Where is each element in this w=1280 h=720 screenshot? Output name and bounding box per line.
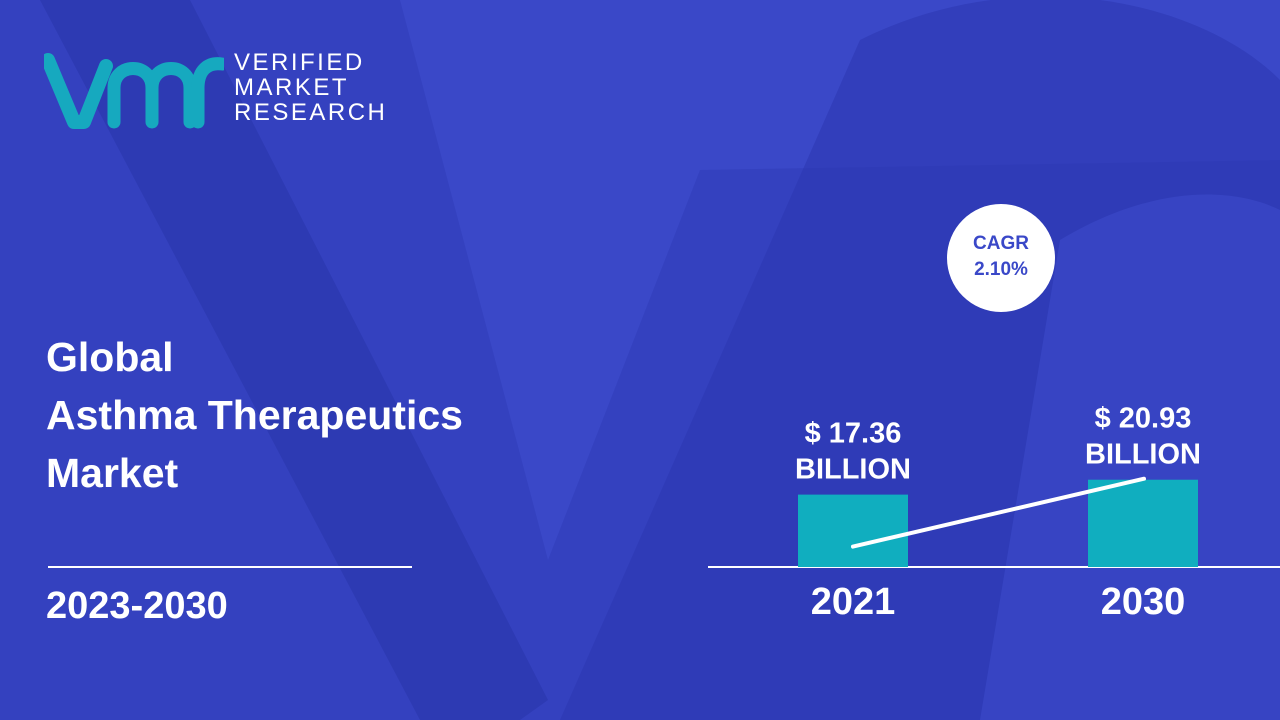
data-label-2021-line-2: BILLION (795, 454, 911, 486)
cagr-value: 2.10% (974, 259, 1028, 280)
title-divider (48, 566, 412, 568)
title-line-1: Global (46, 334, 174, 380)
brand-logo: VERIFIED MARKET RESEARCH (44, 48, 404, 132)
data-label-2030-line-1: $ 20.93 (1095, 403, 1192, 435)
cagr-title: CAGR (973, 233, 1029, 254)
page-title: Global Asthma Therapeutics Market (46, 328, 463, 502)
x-tick-label-2021: 2021 (811, 581, 896, 623)
data-label-2021-line-1: $ 17.36 (805, 418, 902, 450)
title-line-3: Market (46, 450, 179, 496)
cagr-badge: CAGR 2.10% (947, 204, 1055, 312)
bar-2021 (798, 494, 908, 567)
brand-line-verified: VERIFIED (234, 49, 365, 76)
growth-trend-line (851, 476, 1146, 549)
data-label-2030-line-2: BILLION (1085, 439, 1201, 471)
vmr-logo-icon (44, 53, 224, 129)
brand-line-market: MARKET (234, 74, 350, 101)
forecast-period: 2023-2030 (46, 585, 228, 627)
brand-name: VERIFIED MARKET RESEARCH (234, 50, 387, 125)
x-tick-label-2030: 2030 (1101, 581, 1186, 623)
cagr-circle (947, 204, 1055, 312)
brand-line-research: RESEARCH (234, 99, 388, 126)
title-line-2: Asthma Therapeutics (46, 392, 463, 438)
bar-2030 (1088, 479, 1198, 567)
